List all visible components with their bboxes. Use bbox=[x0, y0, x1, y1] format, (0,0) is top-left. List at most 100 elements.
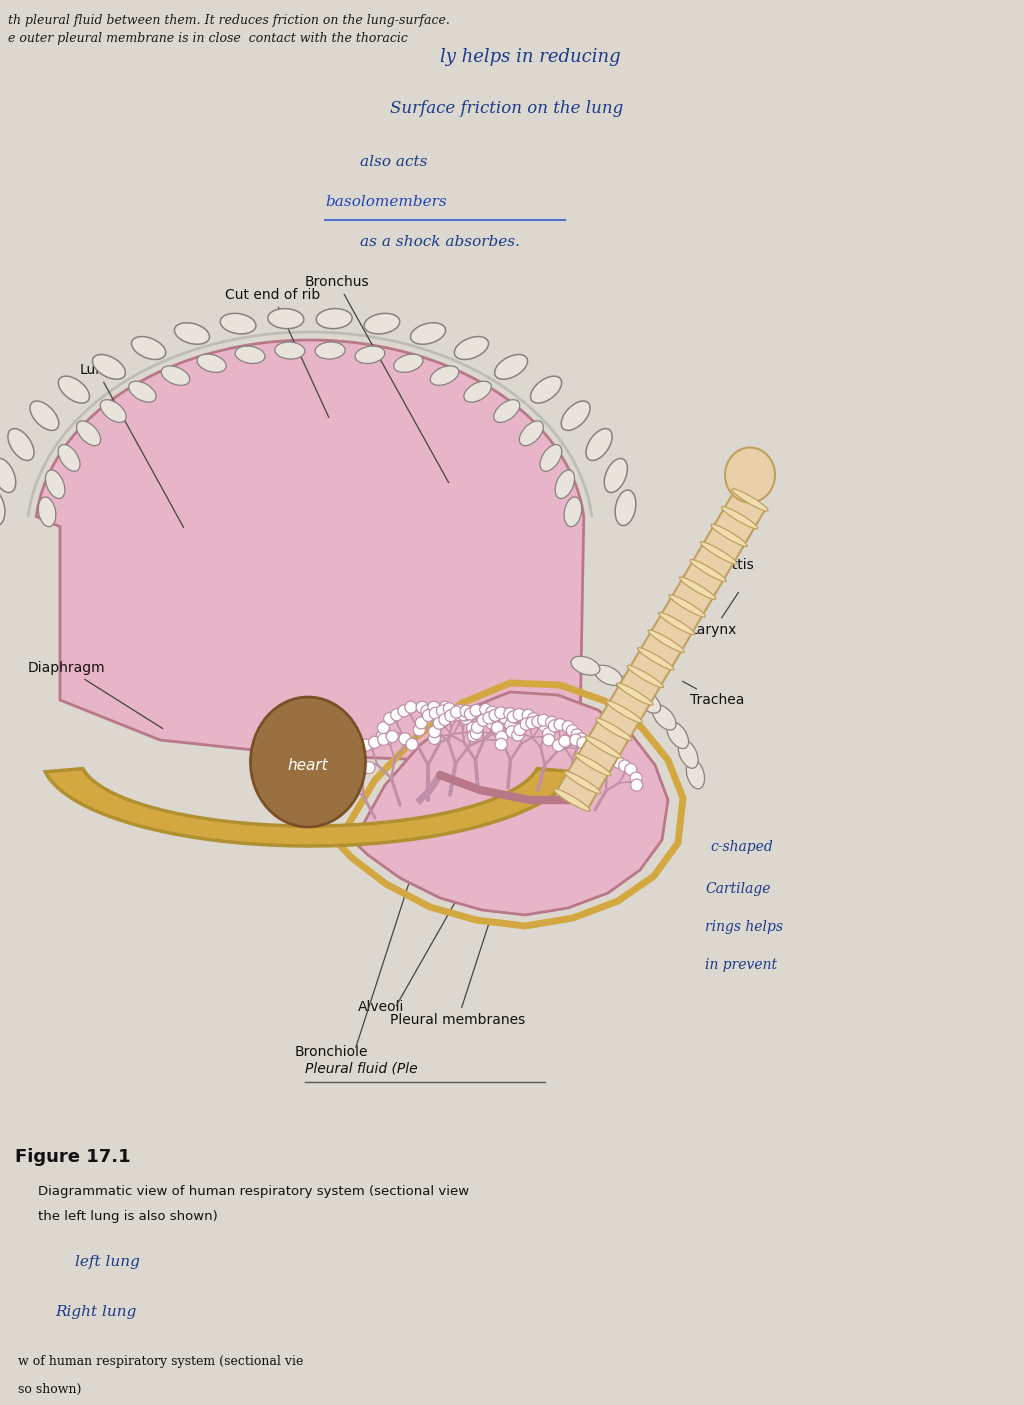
Ellipse shape bbox=[574, 753, 611, 776]
Circle shape bbox=[331, 778, 343, 791]
Circle shape bbox=[390, 708, 402, 721]
Circle shape bbox=[577, 746, 589, 759]
Circle shape bbox=[436, 705, 449, 717]
Circle shape bbox=[513, 708, 525, 721]
Circle shape bbox=[509, 711, 521, 724]
Circle shape bbox=[479, 704, 492, 715]
Ellipse shape bbox=[8, 429, 34, 461]
Ellipse shape bbox=[604, 458, 628, 493]
Ellipse shape bbox=[411, 323, 445, 344]
Polygon shape bbox=[556, 490, 766, 809]
Circle shape bbox=[496, 731, 508, 743]
Circle shape bbox=[364, 762, 375, 774]
Circle shape bbox=[443, 702, 456, 715]
Circle shape bbox=[499, 711, 511, 724]
Circle shape bbox=[470, 704, 482, 717]
Circle shape bbox=[467, 722, 478, 733]
Text: also acts: also acts bbox=[360, 155, 427, 169]
Circle shape bbox=[585, 740, 596, 752]
Text: Bronchus: Bronchus bbox=[305, 275, 449, 482]
Circle shape bbox=[454, 708, 465, 721]
Circle shape bbox=[429, 707, 441, 719]
Circle shape bbox=[467, 729, 479, 742]
Circle shape bbox=[559, 735, 570, 747]
Circle shape bbox=[464, 707, 476, 718]
Ellipse shape bbox=[100, 399, 126, 423]
Ellipse shape bbox=[92, 354, 125, 379]
Circle shape bbox=[496, 738, 507, 750]
Ellipse shape bbox=[616, 683, 653, 705]
Circle shape bbox=[592, 743, 603, 754]
Circle shape bbox=[416, 701, 428, 714]
Circle shape bbox=[606, 753, 618, 764]
Circle shape bbox=[466, 708, 478, 719]
Circle shape bbox=[348, 757, 360, 769]
Circle shape bbox=[386, 731, 398, 743]
Ellipse shape bbox=[564, 497, 582, 527]
Circle shape bbox=[618, 760, 631, 771]
Ellipse shape bbox=[711, 524, 748, 547]
Circle shape bbox=[428, 726, 440, 738]
Circle shape bbox=[631, 780, 643, 791]
Circle shape bbox=[457, 708, 469, 721]
Ellipse shape bbox=[0, 490, 5, 525]
Circle shape bbox=[477, 714, 489, 726]
Circle shape bbox=[546, 717, 558, 728]
Circle shape bbox=[578, 740, 590, 753]
Circle shape bbox=[514, 724, 526, 736]
Circle shape bbox=[398, 705, 410, 717]
Polygon shape bbox=[45, 769, 574, 846]
Circle shape bbox=[538, 714, 550, 726]
Circle shape bbox=[527, 712, 540, 725]
Ellipse shape bbox=[586, 429, 612, 461]
Polygon shape bbox=[36, 340, 584, 760]
Ellipse shape bbox=[251, 697, 366, 828]
Circle shape bbox=[577, 736, 589, 749]
Circle shape bbox=[483, 712, 495, 724]
Circle shape bbox=[493, 710, 505, 721]
Circle shape bbox=[465, 708, 476, 719]
Text: ly helps in reducing: ly helps in reducing bbox=[440, 48, 621, 66]
Ellipse shape bbox=[732, 489, 768, 511]
Ellipse shape bbox=[494, 399, 520, 423]
Circle shape bbox=[520, 718, 532, 731]
Ellipse shape bbox=[680, 577, 716, 600]
Circle shape bbox=[486, 707, 498, 718]
Text: so shown): so shown) bbox=[18, 1383, 81, 1397]
Circle shape bbox=[485, 717, 498, 729]
Circle shape bbox=[428, 732, 440, 745]
Circle shape bbox=[423, 705, 435, 717]
Ellipse shape bbox=[268, 309, 304, 329]
Circle shape bbox=[369, 736, 381, 749]
Text: Diagrammatic view of human respiratory system (sectional view: Diagrammatic view of human respiratory s… bbox=[38, 1184, 469, 1198]
Text: Pleural fluid (Ple: Pleural fluid (Ple bbox=[305, 1062, 418, 1076]
Ellipse shape bbox=[519, 422, 544, 445]
Circle shape bbox=[451, 707, 463, 718]
Ellipse shape bbox=[667, 722, 688, 749]
Ellipse shape bbox=[648, 629, 684, 652]
Ellipse shape bbox=[129, 381, 156, 402]
Circle shape bbox=[630, 771, 642, 784]
Ellipse shape bbox=[220, 313, 256, 334]
Circle shape bbox=[377, 729, 388, 742]
Text: Figure 17.1: Figure 17.1 bbox=[15, 1148, 131, 1166]
Circle shape bbox=[460, 705, 472, 717]
Ellipse shape bbox=[638, 648, 674, 670]
Circle shape bbox=[531, 715, 544, 728]
Ellipse shape bbox=[315, 341, 345, 360]
Circle shape bbox=[454, 704, 466, 717]
Circle shape bbox=[554, 718, 566, 731]
Ellipse shape bbox=[365, 313, 399, 334]
Text: th pleural fluid between them. It reduces friction on the lung-surface.: th pleural fluid between them. It reduce… bbox=[8, 14, 450, 27]
Ellipse shape bbox=[236, 346, 265, 364]
Ellipse shape bbox=[721, 507, 758, 528]
Circle shape bbox=[337, 770, 349, 781]
Circle shape bbox=[351, 762, 364, 774]
Circle shape bbox=[532, 717, 545, 728]
Circle shape bbox=[378, 733, 389, 745]
Circle shape bbox=[505, 719, 517, 731]
Ellipse shape bbox=[554, 788, 590, 811]
Circle shape bbox=[625, 763, 637, 776]
Circle shape bbox=[489, 710, 501, 721]
Text: left lung: left lung bbox=[75, 1255, 140, 1269]
